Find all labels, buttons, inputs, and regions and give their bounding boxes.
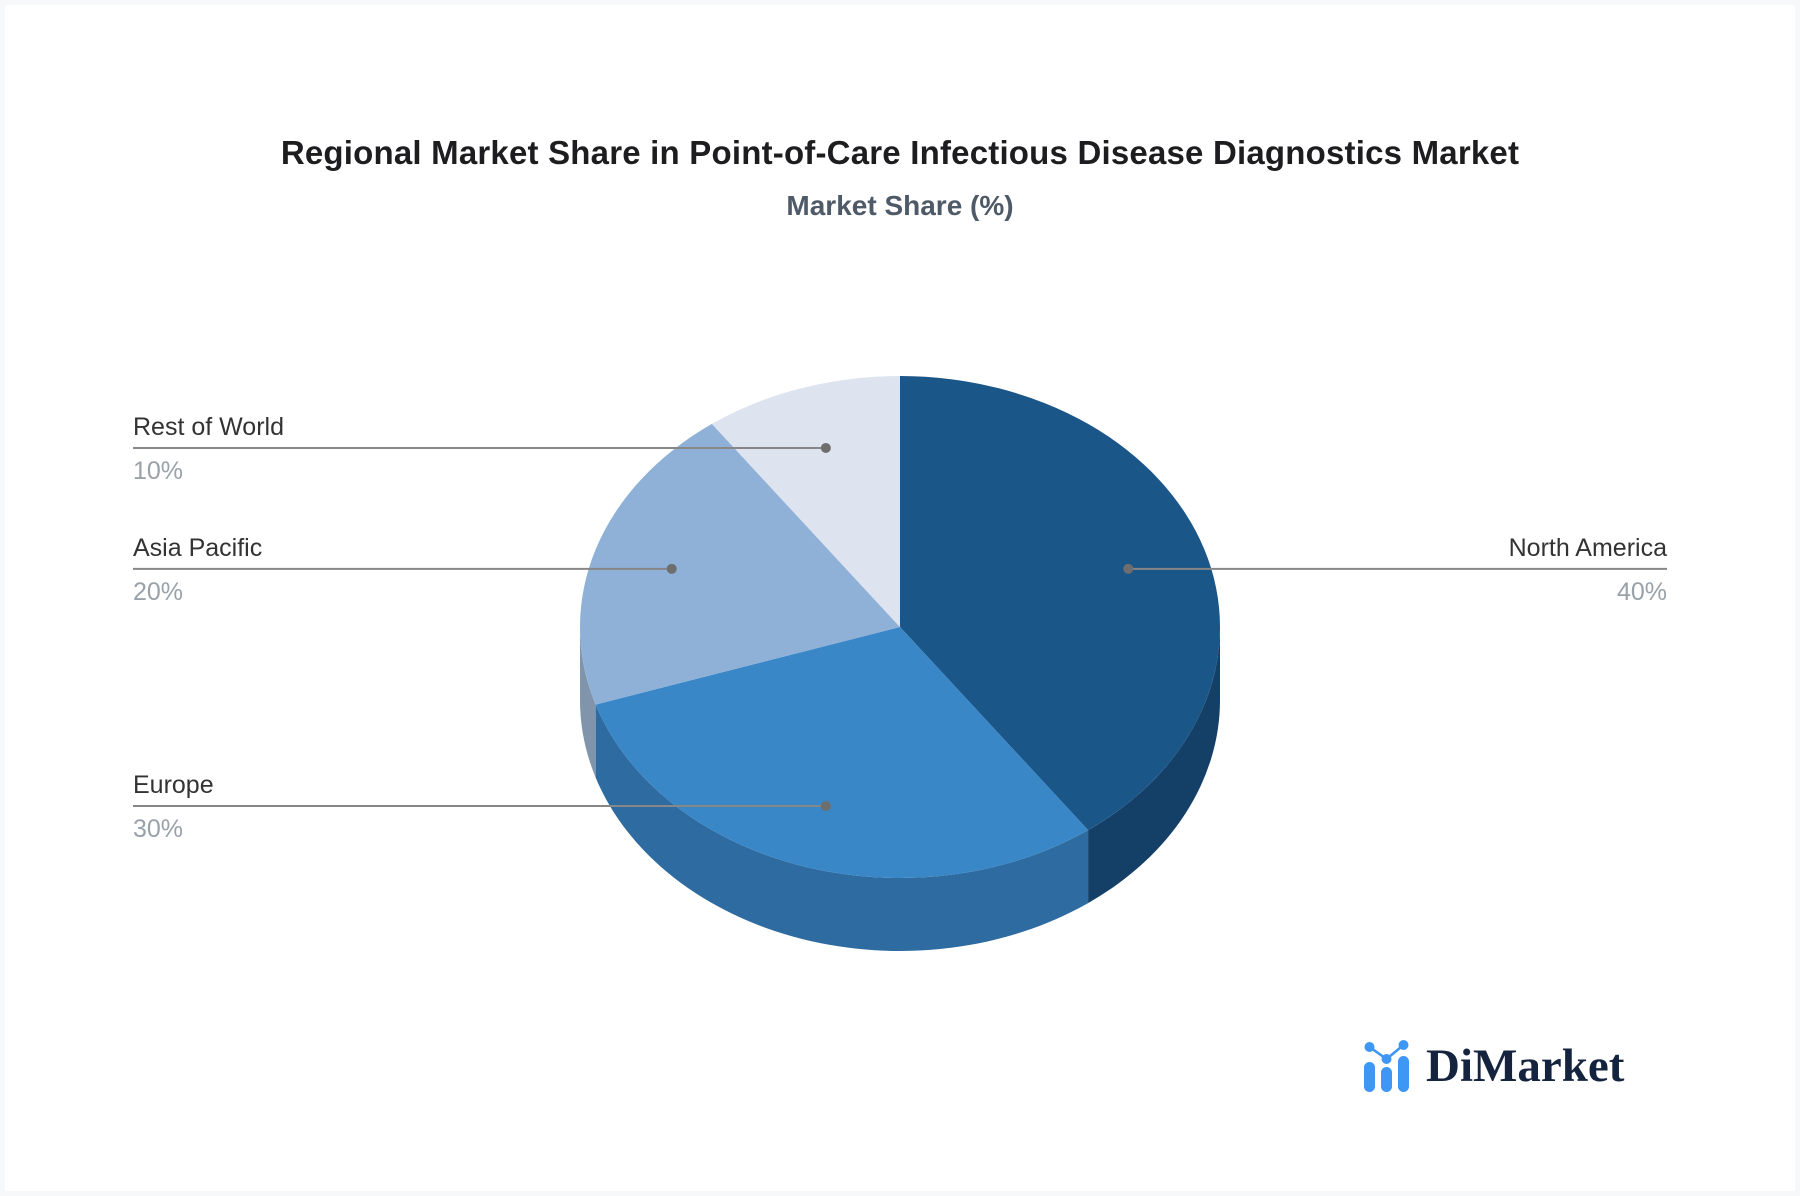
dimarket-logo: DiMarket: [1363, 1040, 1624, 1092]
pie-slice-europe: [595, 627, 1089, 879]
pie-slice-side: [580, 627, 596, 778]
pie-label-region: Europe: [133, 771, 214, 800]
pie-label-europe: Europe 30%: [133, 770, 214, 844]
logo-text: DiMarket: [1426, 1040, 1625, 1092]
chart-title: Regional Market Share in Point-of-Care I…: [280, 134, 1520, 171]
pie-slice-side: [1088, 627, 1220, 904]
leader-dot: [820, 442, 831, 453]
chart-subtitle: Market Share (%): [786, 190, 1014, 221]
leader-dot: [1123, 563, 1134, 574]
pie-label-rest-of-world: Rest of World 10%: [133, 412, 284, 486]
pie-slice-side: [595, 704, 1089, 951]
pie-slice-asia-pacific: [580, 423, 900, 705]
leader-dot: [820, 801, 831, 812]
pie-slice-north-america: [900, 376, 1221, 831]
pie-label-region: Asia Pacific: [133, 533, 263, 562]
pie-label-region: North America: [1508, 533, 1667, 562]
pie-label-asia-pacific: Asia Pacific 20%: [133, 533, 262, 607]
pie-label-percent: 30%: [133, 815, 184, 844]
pie-label-north-america: North America 40%: [1509, 533, 1667, 607]
pie-label-percent: 10%: [133, 456, 184, 485]
pie-label-percent: 20%: [133, 577, 184, 606]
pie-slice-rest-of-world: [711, 376, 900, 627]
pie-label-percent: 40%: [1616, 577, 1667, 606]
pie-label-region: Rest of World: [133, 412, 284, 441]
leader-dot: [666, 563, 677, 574]
bar-line-chart-icon: [1364, 1040, 1409, 1092]
